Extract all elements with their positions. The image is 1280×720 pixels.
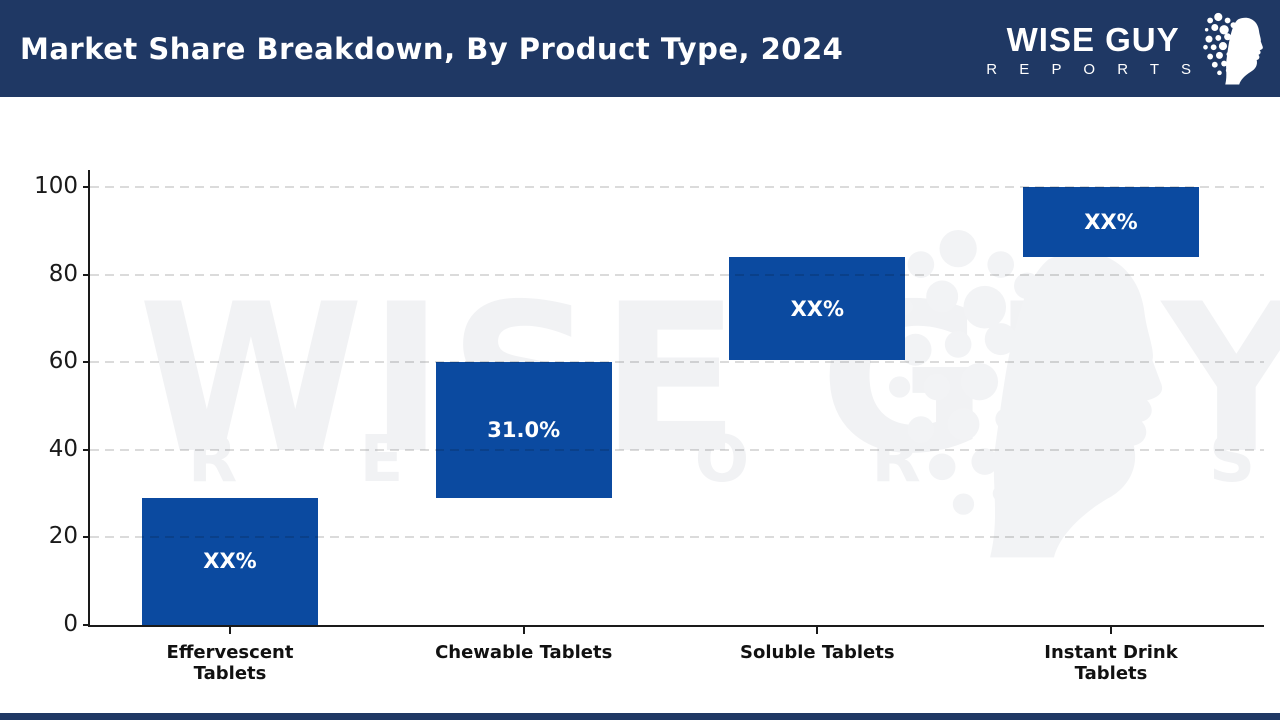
face-logo-icon: [1202, 11, 1266, 87]
x-tick-label: Chewable Tablets: [414, 642, 634, 663]
y-tick-mark: [83, 186, 90, 188]
bar-value-label: XX%: [203, 549, 257, 574]
y-tick-label: 60: [48, 348, 78, 375]
bar-value-label: XX%: [790, 296, 845, 321]
y-tick-label: 0: [63, 611, 78, 637]
x-tick-label-line: Tablets: [193, 663, 267, 684]
x-tick-mark: [816, 627, 819, 634]
y-tick-mark: [83, 448, 90, 451]
y-tick-mark: [83, 273, 90, 276]
y-tick-mark: [83, 536, 90, 539]
x-tick-label: Instant Drink Tablets: [1001, 642, 1221, 684]
x-tick-label: Effervescent Tablets: [120, 642, 340, 684]
x-tick-label-line: Chewable Tablets: [435, 642, 613, 663]
footer-bar: [0, 713, 1280, 720]
brand-name: WISE GUY: [1006, 20, 1180, 58]
gridline: [90, 448, 1264, 451]
bar: XX%: [142, 497, 318, 625]
axis-spine-bottom: [88, 625, 1264, 627]
gridline: [90, 186, 1264, 188]
brand-wordmark: WISE GUY R E P O R T S: [986, 21, 1200, 78]
y-tick-label: 40: [48, 435, 78, 462]
bar: XX%: [729, 257, 906, 360]
brand-logo: WISE GUY R E P O R T S: [986, 6, 1266, 92]
x-tick-label-line: Effervescent: [166, 642, 294, 663]
header-bar: Market Share Breakdown, By Product Type,…: [0, 0, 1280, 97]
chart-title: Market Share Breakdown, By Product Type,…: [20, 31, 844, 66]
gridline: [90, 361, 1264, 364]
bar-value-label: 31.0%: [487, 418, 561, 443]
x-tick-mark: [1110, 627, 1112, 634]
bar: XX%: [1023, 187, 1199, 258]
bar-value-label: XX%: [1084, 210, 1138, 235]
y-tick-label: 20: [48, 523, 78, 550]
gridline: [90, 536, 1264, 539]
x-tick-label-line: Soluble Tablets: [740, 642, 895, 663]
axis-spine-left: [88, 170, 90, 627]
plot-area: XX% 31.0% XX% XX% 0 20 40 60 80 100 Effervescent Ta…: [0, 97, 1280, 713]
y-tick-mark: [83, 624, 90, 626]
bar: 31.0%: [435, 362, 612, 498]
x-tick-label-line: Instant Drink: [1044, 642, 1178, 663]
y-tick-label: 100: [34, 173, 78, 199]
x-tick-mark: [522, 627, 525, 634]
x-tick-label-line: Tablets: [1074, 663, 1148, 684]
y-tick-mark: [83, 361, 90, 364]
x-tick-label: Soluble Tablets: [707, 642, 927, 663]
y-tick-label: 80: [48, 260, 78, 287]
gridline: [90, 273, 1264, 276]
brand-subname: R E P O R T S: [986, 60, 1200, 78]
x-tick-mark: [229, 627, 231, 634]
